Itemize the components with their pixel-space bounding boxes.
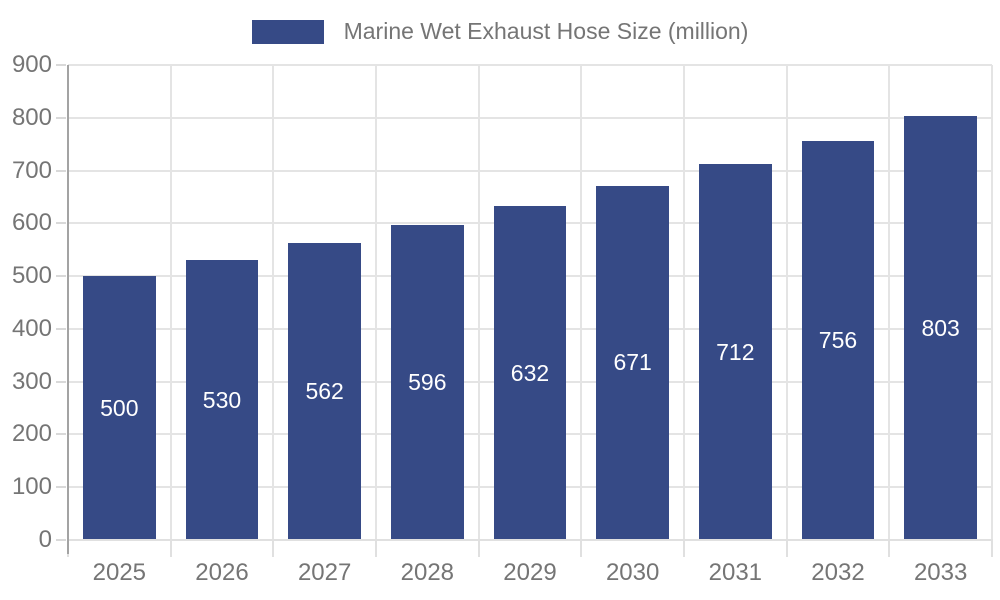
gridline-horizontal [68,169,992,172]
x-tick-label: 2026 [195,559,249,586]
bar-2028[interactable]: 596 [390,225,464,540]
y-tick-label: 700 [11,156,52,184]
bar-value-label: 756 [818,327,858,353]
y-tick [56,116,66,119]
x-tick-label: 2028 [400,559,455,586]
y-tick [56,486,66,489]
y-tick-label: 0 [38,526,52,553]
bar-2029[interactable]: 632 [493,206,567,540]
y-tick [56,275,66,278]
x-tick [991,540,993,557]
bar-value-label: 500 [100,394,139,421]
y-tick-label: 600 [11,209,52,237]
y-tick [56,327,66,330]
x-tick-label: 2027 [297,559,352,586]
gridline-vertical [169,65,172,540]
x-tick [888,540,891,557]
x-tick-label: 2029 [503,559,557,586]
bar-2033[interactable]: 803 [904,116,978,540]
y-axis: 0 100 200 300 400 500 600 700 800 900 [0,53,52,552]
y-tick-label: 400 [11,314,52,342]
gridline-vertical [683,65,685,540]
y-tick [56,539,66,541]
y-tick [56,433,66,436]
x-tick [169,540,172,557]
y-tick-label: 900 [11,51,52,78]
gridline-vertical [272,65,275,540]
plot-area: 500 530 562 596 632 671 712 756 803 [68,64,993,540]
bar-value-label: 632 [510,359,550,386]
gridline-vertical [375,65,377,540]
y-axis-line [67,65,69,554]
y-tick [56,169,66,172]
x-tick-label: 2030 [605,559,660,586]
x-tick [477,540,480,557]
bar-value-label: 671 [613,349,652,376]
bar-value-label: 562 [305,378,344,405]
y-tick-label: 100 [11,473,52,501]
y-tick [56,64,66,66]
gridline-vertical [580,65,583,540]
bar-2031[interactable]: 712 [698,164,772,540]
y-tick [56,222,66,225]
x-axis: 2025 2026 2027 2028 2029 2030 2031 2032 2033 [67,540,993,600]
bar-value-label: 803 [921,314,960,341]
x-tick-label: 2025 [92,559,147,586]
legend-label: Marine Wet Exhaust Hose Size (million) [343,18,749,44]
bar-2030[interactable]: 671 [596,185,670,540]
x-tick [375,540,377,557]
legend[interactable]: Marine Wet Exhaust Hose Size (million) [0,18,1000,45]
bar-value-label: 530 [202,386,242,413]
bar-value-label: 596 [408,369,447,396]
x-tick [580,540,583,557]
y-tick [56,380,66,383]
gridline-vertical [888,65,891,540]
bar-2032[interactable]: 756 [801,141,875,540]
bar-2026[interactable]: 530 [185,260,259,540]
x-tick-label: 2032 [811,559,865,586]
gridline-vertical [991,65,993,540]
bar-2027[interactable]: 562 [288,243,362,540]
x-axis-line [68,539,993,541]
x-tick [785,540,788,557]
y-tick-label: 500 [11,262,52,290]
gridline-horizontal [68,116,992,119]
y-tick-label: 800 [11,103,52,131]
bar-value-label: 712 [716,338,755,365]
x-tick [683,540,685,557]
x-tick-label: 2031 [708,559,763,586]
gridline-horizontal [68,64,992,66]
gridline-vertical [477,65,480,540]
x-tick-label: 2033 [913,559,968,586]
legend-swatch-icon [251,19,324,44]
bar-2025[interactable]: 500 [82,276,156,540]
y-tick-label: 300 [11,367,52,395]
x-tick [272,540,275,557]
gridline-vertical [785,65,788,540]
y-tick-label: 200 [11,420,52,448]
